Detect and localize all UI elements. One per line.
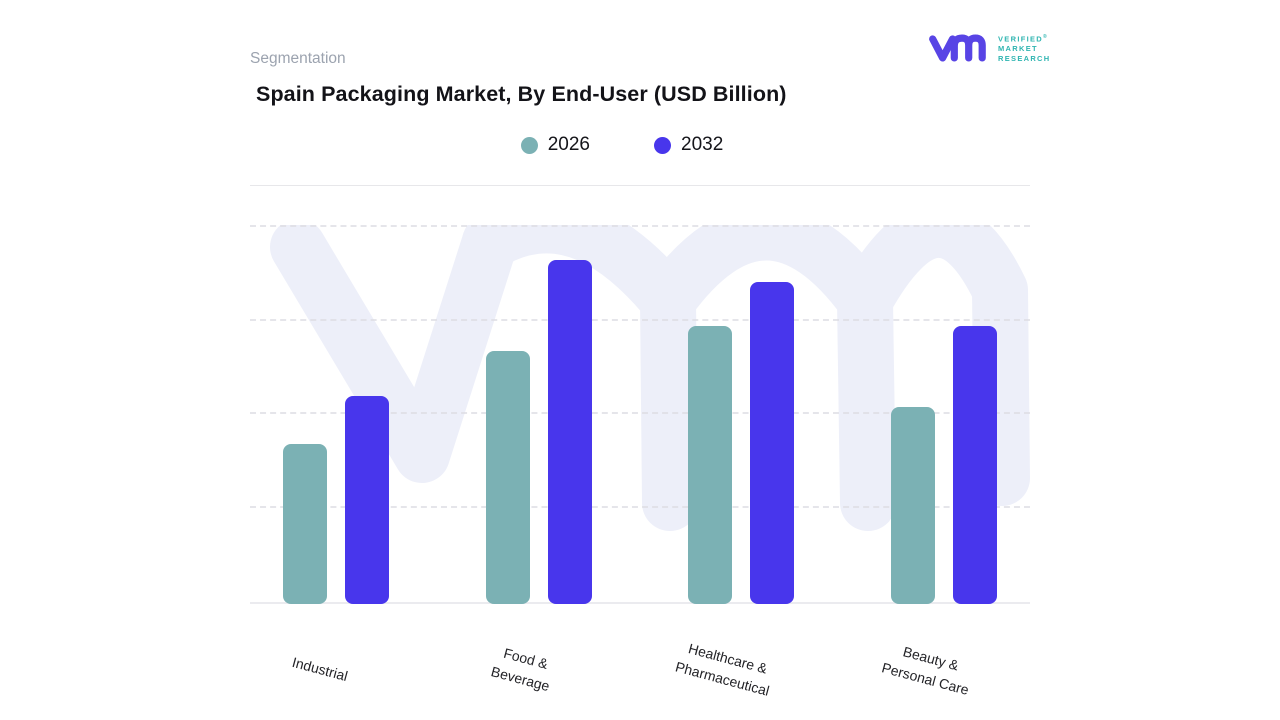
legend-label-2032: 2032 [681,134,724,155]
logo-line-1: VERIFIED [998,34,1043,44]
logo-line-3: RESEARCH [998,53,1051,63]
legend-dot-2026 [520,136,538,154]
chart-legend: 2026 2032 [232,134,1012,156]
vmr-logo-text: VERIFIED® MARKET RESEARCH [998,33,1051,63]
x-label-beauty-personal-care: Beauty & Personal Care [848,621,1008,718]
section-label: Segmentation [250,50,346,67]
chart-title: Spain Packaging Market, By End-User (USD… [256,82,787,106]
gridline-3 [250,318,1030,321]
gridline-1 [250,506,1030,509]
bar-2032-beauty-personal-care [953,326,997,604]
legend-dot-2032 [654,136,671,154]
gridline-4 [250,224,1030,227]
legend-label-2026: 2026 [547,134,590,155]
bar-2032-food-beverage [548,259,592,604]
vmr-logo-mark-icon [929,34,986,62]
bar-2026-healthcare-pharmaceutical [688,326,732,604]
legend-item-2032[interactable]: 2032 [654,134,723,156]
bar-2026-industrial [283,443,327,604]
bar-2032-healthcare-pharmaceutical [750,282,794,604]
legend-item-2026[interactable]: 2026 [520,134,590,156]
bar-2032-industrial [345,395,389,604]
divider-line [250,185,1030,186]
bar-2026-beauty-personal-care [891,407,935,604]
vmr-watermark-icon [270,225,1030,531]
x-label-line: Industrial [290,653,350,684]
plot-area: Industrial Food & Beverage Healthcare & Phar… [250,224,1030,699]
gridline-2 [250,412,1030,415]
x-label-healthcare-pharmaceutical: Healthcare & Pharmaceutical [645,621,805,718]
x-label-food-beverage: Food & Beverage [443,621,603,718]
x-axis-line [250,602,1030,604]
vmr-logo: VERIFIED® MARKET RESEARCH [925,30,1051,66]
registered-mark: ® [1043,34,1047,40]
logo-line-2: MARKET [998,44,1038,53]
x-label-industrial: Industrial [240,621,400,718]
bar-2026-food-beverage [486,350,530,604]
